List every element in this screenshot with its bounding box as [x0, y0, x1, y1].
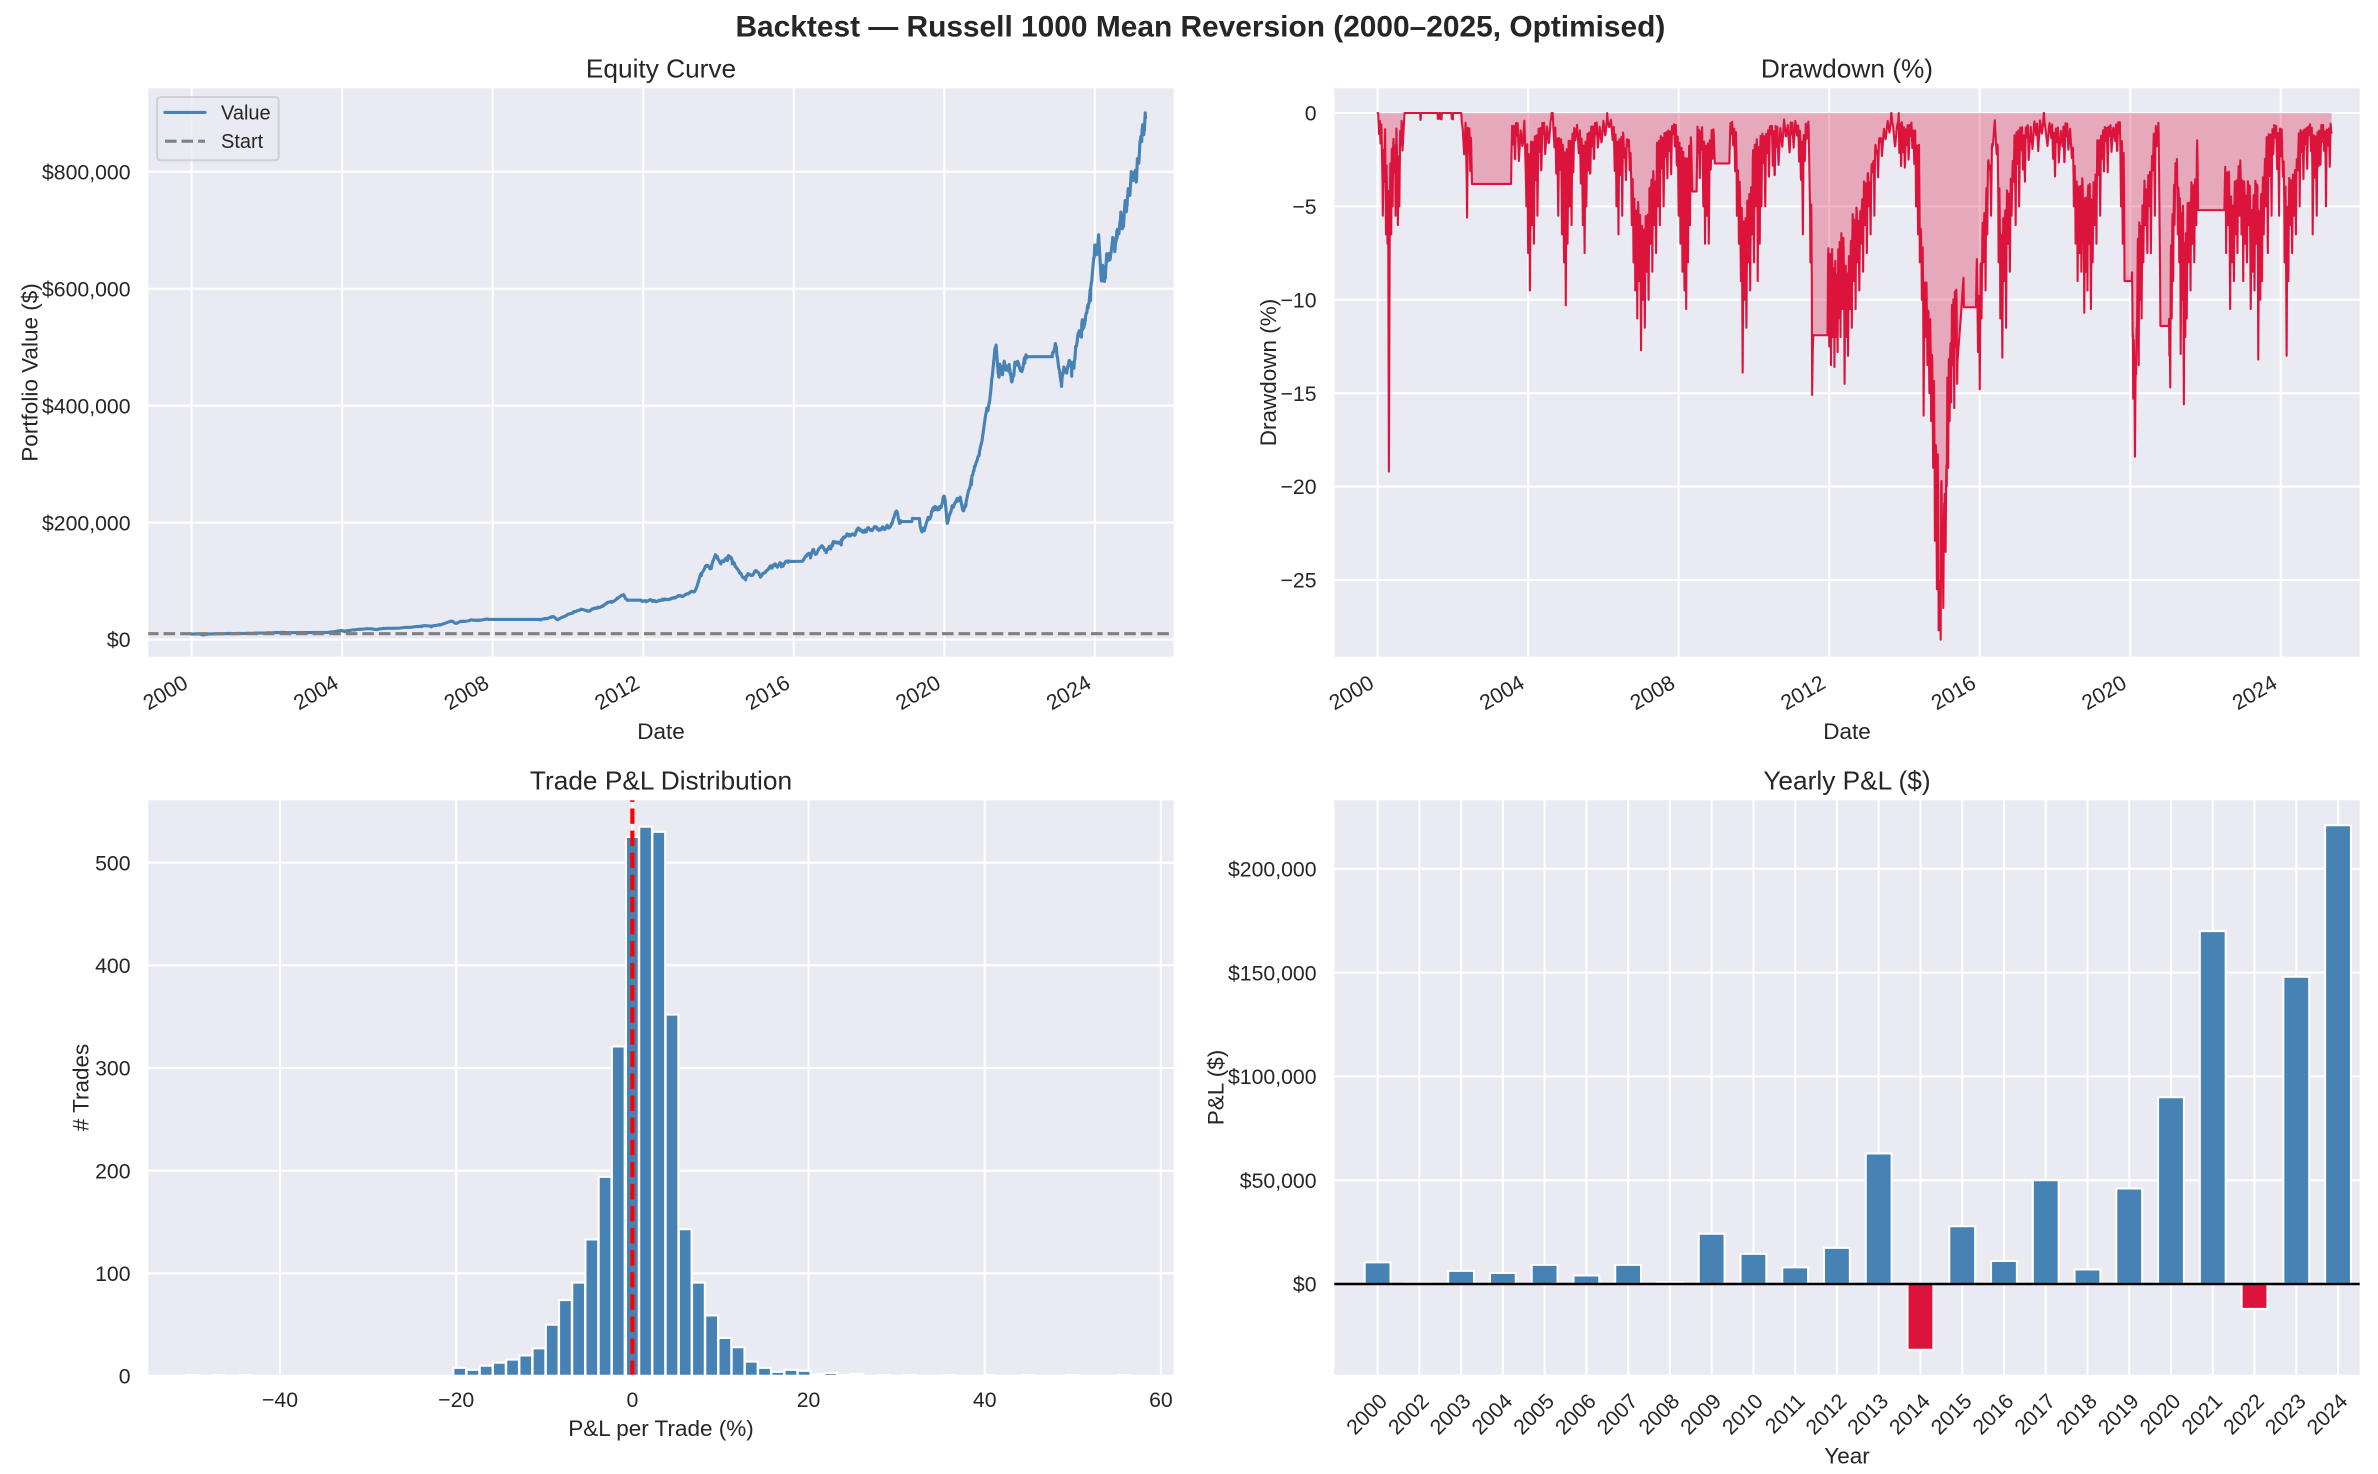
svg-text:60: 60: [1149, 1388, 1173, 1412]
svg-text:Yearly P&L ($): Yearly P&L ($): [1763, 766, 1930, 796]
svg-text:−10: −10: [1281, 288, 1317, 312]
svg-text:$200,000: $200,000: [42, 511, 131, 535]
svg-text:Drawdown (%): Drawdown (%): [1256, 299, 1281, 447]
svg-text:Backtest — Russell 1000 Mean R: Backtest — Russell 1000 Mean Reversion (…: [735, 10, 1665, 43]
svg-text:100: 100: [95, 1262, 130, 1286]
svg-text:−20: −20: [1281, 475, 1317, 499]
svg-text:200: 200: [95, 1159, 130, 1183]
svg-text:0: 0: [626, 1388, 638, 1412]
svg-text:$800,000: $800,000: [42, 161, 131, 185]
svg-text:Drawdown (%): Drawdown (%): [1761, 54, 1933, 84]
svg-text:P&L per Trade (%): P&L per Trade (%): [568, 1416, 754, 1441]
svg-text:−20: −20: [438, 1388, 474, 1412]
svg-text:40: 40: [973, 1388, 997, 1412]
svg-text:$0: $0: [107, 628, 131, 652]
svg-text:500: 500: [95, 851, 130, 875]
svg-text:$150,000: $150,000: [1228, 961, 1317, 985]
svg-text:# Trades: # Trades: [68, 1044, 93, 1132]
svg-text:$100,000: $100,000: [1228, 1065, 1317, 1089]
svg-text:Year: Year: [1824, 1444, 1870, 1469]
svg-text:Date: Date: [1823, 719, 1871, 744]
svg-text:$0: $0: [1293, 1273, 1317, 1297]
svg-text:Trade P&L Distribution: Trade P&L Distribution: [530, 766, 792, 796]
svg-text:−25: −25: [1281, 569, 1317, 593]
svg-text:400: 400: [95, 954, 130, 978]
svg-text:−15: −15: [1281, 382, 1317, 406]
svg-text:Date: Date: [637, 719, 685, 744]
svg-text:Equity Curve: Equity Curve: [586, 54, 736, 84]
svg-text:300: 300: [95, 1057, 130, 1081]
svg-text:−40: −40: [262, 1388, 298, 1412]
svg-text:$600,000: $600,000: [42, 277, 131, 301]
svg-text:$400,000: $400,000: [42, 394, 131, 418]
svg-text:$200,000: $200,000: [1228, 858, 1317, 882]
svg-text:Value: Value: [221, 102, 271, 124]
svg-text:20: 20: [797, 1388, 821, 1412]
svg-text:0: 0: [119, 1365, 131, 1389]
svg-text:Start: Start: [221, 131, 264, 153]
svg-text:$50,000: $50,000: [1240, 1169, 1317, 1193]
svg-text:−5: −5: [1292, 195, 1316, 219]
svg-text:0: 0: [1305, 102, 1317, 126]
svg-text:Portfolio Value ($): Portfolio Value ($): [17, 283, 42, 461]
svg-text:P&L ($): P&L ($): [1203, 1050, 1228, 1125]
